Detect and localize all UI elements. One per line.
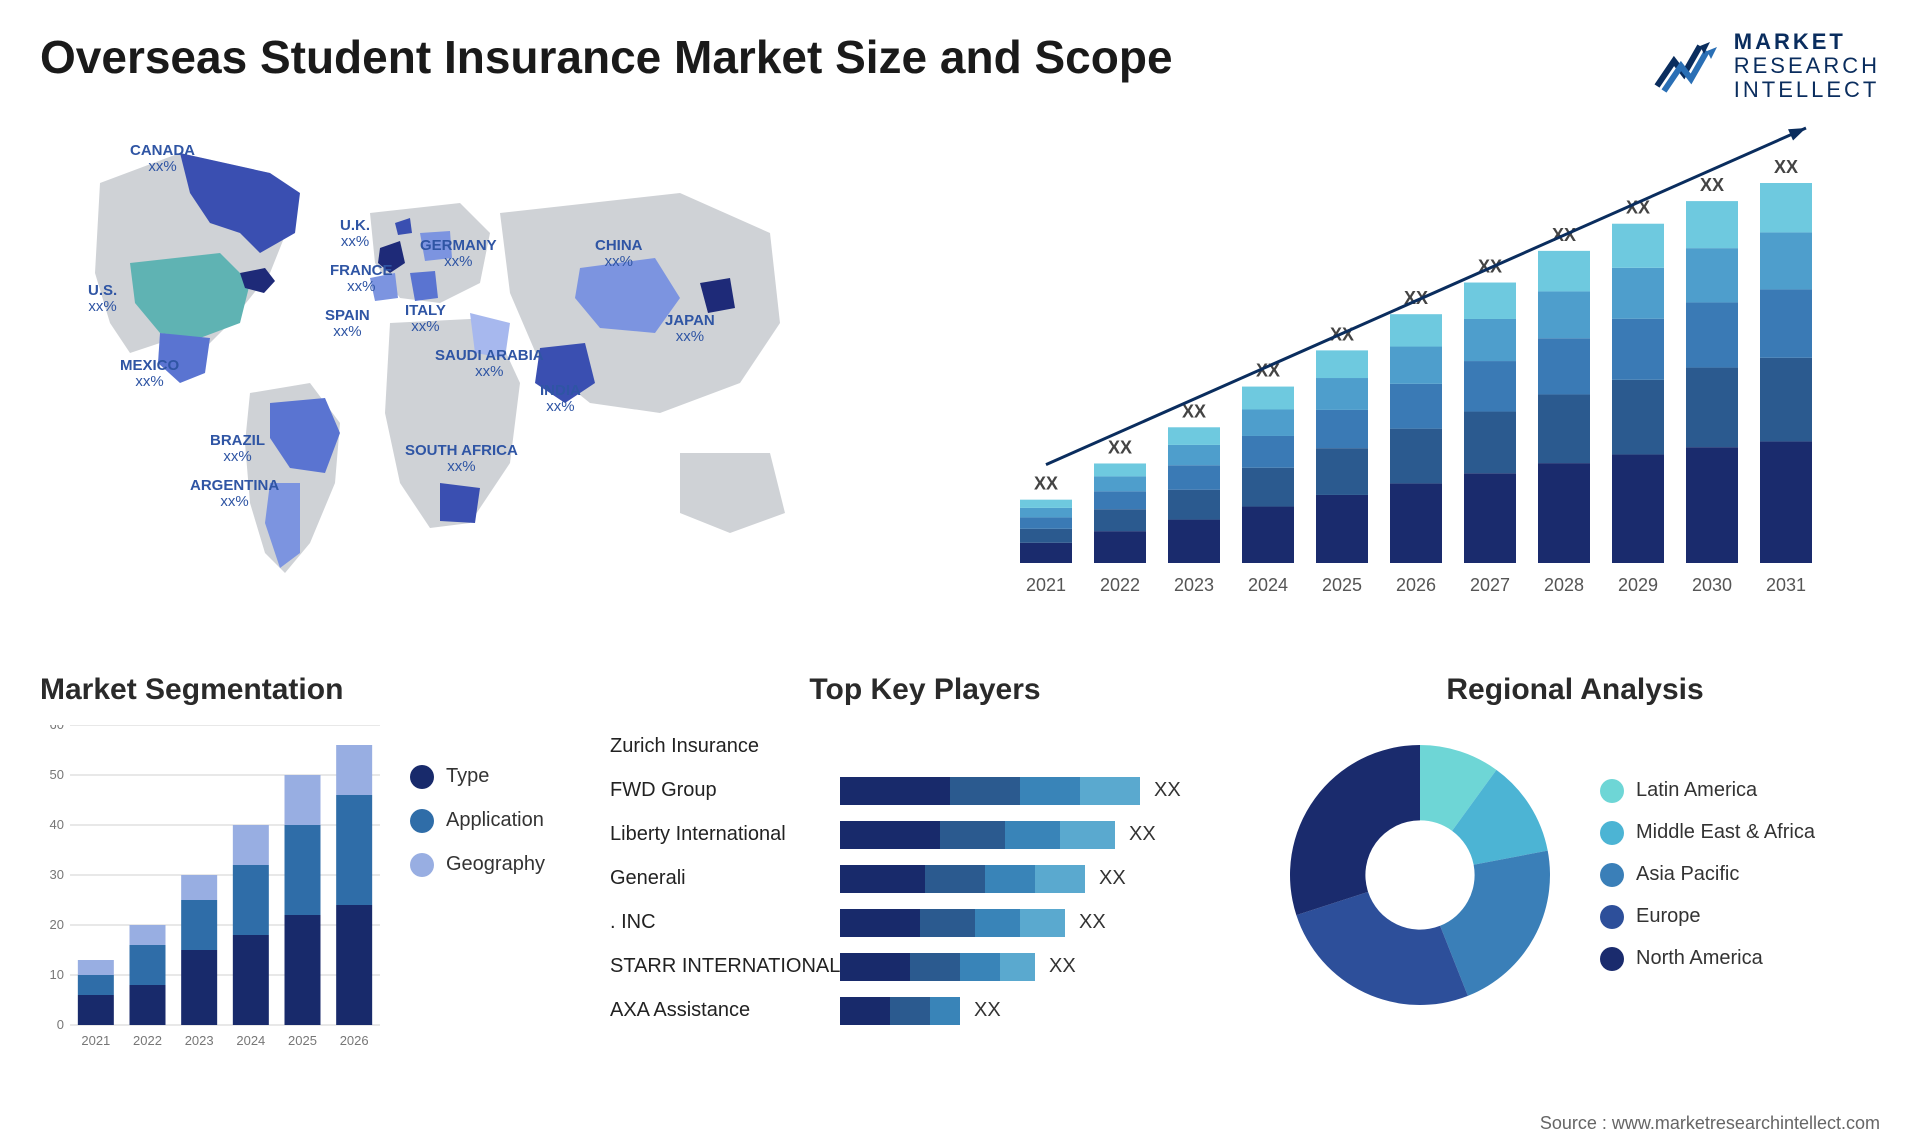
segmentation-legend-item: Application [410, 809, 545, 833]
regional-legend-item: Middle East & Africa [1600, 821, 1815, 845]
svg-text:2025: 2025 [288, 1033, 317, 1048]
svg-text:2025: 2025 [1322, 575, 1362, 595]
svg-text:2028: 2028 [1544, 575, 1584, 595]
growth-chart-panel: XX2021XX2022XX2023XX2024XX2025XX2026XX20… [1020, 123, 1880, 643]
regional-panel: Regional Analysis Latin America Middle Ea… [1270, 673, 1880, 1073]
segmentation-title: Market Segmentation [40, 673, 580, 707]
key-player-value: XX [1154, 779, 1181, 802]
map-country-label: INDIAxx% [540, 383, 581, 416]
segmentation-legend: Type Application Geography [410, 725, 545, 1055]
page-title: Overseas Student Insurance Market Size a… [40, 30, 1173, 84]
svg-text:2022: 2022 [133, 1033, 162, 1048]
map-country-label: ITALYxx% [405, 303, 446, 336]
svg-text:2024: 2024 [236, 1033, 265, 1048]
key-players-list: Zurich InsuranceFWD GroupXXLiberty Inter… [610, 725, 1240, 1033]
map-country-label: U.K.xx% [340, 218, 370, 251]
svg-text:0: 0 [57, 1017, 64, 1032]
map-country-label: BRAZILxx% [210, 433, 265, 466]
map-country-label: CANADAxx% [130, 143, 195, 176]
key-player-value: XX [974, 999, 1001, 1022]
svg-text:2027: 2027 [1470, 575, 1510, 595]
logo-line1: MARKET [1734, 30, 1880, 54]
key-player-row: Generali XX [610, 857, 1240, 901]
map-country-label: CHINAxx% [595, 238, 643, 271]
logo-mark-icon [1652, 36, 1722, 96]
map-country-label: ARGENTINAxx% [190, 478, 279, 511]
key-players-panel: Top Key Players Zurich Insurance FWD Grou… [610, 673, 1240, 1073]
svg-text:XX: XX [1700, 175, 1724, 195]
map-country-label: SAUDI ARABIAxx% [435, 348, 544, 381]
svg-text:20: 20 [50, 917, 64, 932]
key-player-value: XX [1129, 823, 1156, 846]
key-player-row: . INC XX [610, 901, 1240, 945]
regional-title: Regional Analysis [1270, 673, 1880, 707]
svg-text:60: 60 [50, 725, 64, 732]
key-players-title: Top Key Players [610, 673, 1240, 707]
svg-text:40: 40 [50, 817, 64, 832]
regional-legend-item: Latin America [1600, 779, 1815, 803]
key-player-name: STARR INTERNATIONAL [610, 955, 830, 978]
key-player-row: Zurich Insurance [610, 725, 1240, 769]
svg-text:2021: 2021 [81, 1033, 110, 1048]
map-country-label: SPAINxx% [325, 308, 370, 341]
map-country-label: GERMANYxx% [420, 238, 497, 271]
logo-line3: INTELLECT [1734, 78, 1880, 102]
svg-text:2023: 2023 [185, 1033, 214, 1048]
svg-text:2026: 2026 [1396, 575, 1436, 595]
key-player-row: Liberty International XX [610, 813, 1240, 857]
growth-bar-chart: XX2021XX2022XX2023XX2024XX2025XX2026XX20… [1020, 123, 1840, 623]
svg-text:2026: 2026 [340, 1033, 369, 1048]
key-player-row: STARR INTERNATIONAL XX [610, 945, 1240, 989]
key-player-name: . INC [610, 911, 830, 934]
key-player-name: Generali [610, 867, 830, 890]
regional-legend-item: Asia Pacific [1600, 863, 1815, 887]
map-country-label: U.S.xx% [88, 283, 117, 316]
svg-text:2023: 2023 [1174, 575, 1214, 595]
key-player-name: FWD Group [610, 779, 830, 802]
map-country-label: MEXICOxx% [120, 358, 179, 391]
map-country-label: SOUTH AFRICAxx% [405, 443, 518, 476]
svg-text:2022: 2022 [1100, 575, 1140, 595]
key-player-value: XX [1099, 867, 1126, 890]
svg-text:10: 10 [50, 967, 64, 982]
svg-text:2031: 2031 [1766, 575, 1806, 595]
key-player-row: AXA Assistance XX [610, 989, 1240, 1033]
svg-text:50: 50 [50, 767, 64, 782]
brand-logo: MARKET RESEARCH INTELLECT [1652, 30, 1880, 103]
regional-donut-chart [1270, 725, 1570, 1025]
segmentation-bar-chart: 0 10 20 30 40 50 60 2021 2022 2023 2024 2025 2026 [40, 725, 380, 1055]
svg-text:XX: XX [1108, 437, 1132, 457]
key-player-value: XX [1079, 911, 1106, 934]
segmentation-legend-item: Geography [410, 853, 545, 877]
regional-legend-item: Europe [1600, 905, 1815, 929]
key-player-name: Zurich Insurance [610, 735, 830, 758]
segmentation-panel: Market Segmentation 0 10 20 30 40 50 60 2021 202… [40, 673, 580, 1073]
key-player-row: FWD Group XX [610, 769, 1240, 813]
world-map-panel: CANADAxx% U.S.xx% MEXICOxx% BRAZILxx% ARGENT… [40, 123, 980, 643]
regional-legend: Latin America Middle East & Africa Asia Pa… [1600, 779, 1815, 971]
svg-text:XX: XX [1034, 473, 1058, 493]
logo-line2: RESEARCH [1734, 54, 1880, 78]
svg-text:2030: 2030 [1692, 575, 1732, 595]
svg-text:2024: 2024 [1248, 575, 1288, 595]
map-country-label: JAPANxx% [665, 313, 715, 346]
source-text: Source : www.marketresearchintellect.com [1540, 1113, 1880, 1134]
map-country-label: FRANCExx% [330, 263, 393, 296]
segmentation-legend-item: Type [410, 765, 545, 789]
svg-text:2021: 2021 [1026, 575, 1066, 595]
regional-legend-item: North America [1600, 947, 1815, 971]
key-player-name: Liberty International [610, 823, 830, 846]
svg-text:XX: XX [1774, 157, 1798, 177]
svg-text:30: 30 [50, 867, 64, 882]
key-player-name: AXA Assistance [610, 999, 830, 1022]
key-player-value: XX [1049, 955, 1076, 978]
svg-text:2029: 2029 [1618, 575, 1658, 595]
